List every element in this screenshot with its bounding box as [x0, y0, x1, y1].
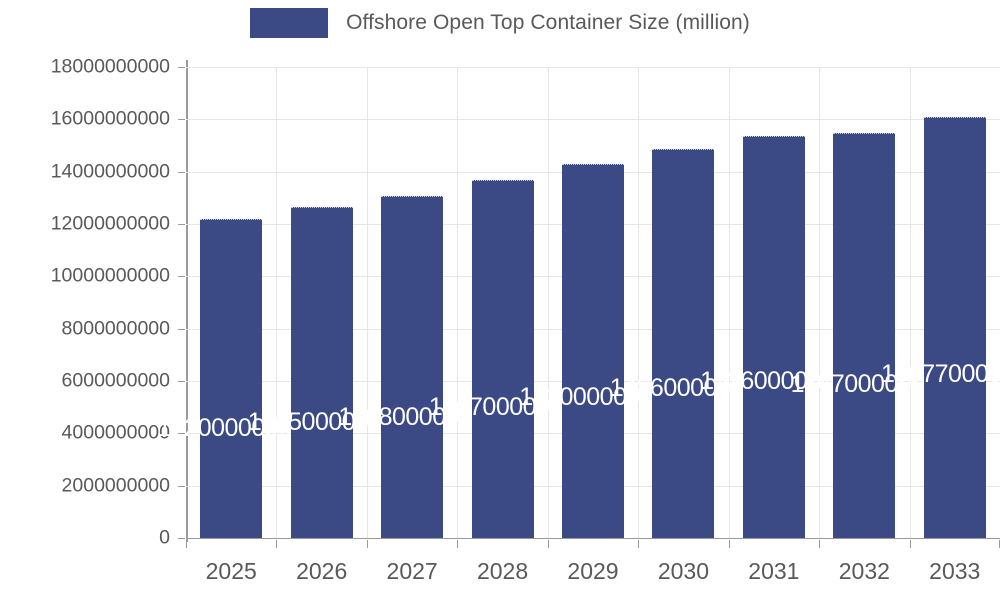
bar[interactable]	[561, 163, 624, 538]
x-tick-label: 2028	[476, 558, 529, 584]
y-tick-label: 16000000000	[50, 107, 170, 130]
y-tick-mark	[178, 381, 185, 382]
gridline-vertical	[909, 67, 911, 538]
bar[interactable]	[652, 149, 715, 538]
x-axis-labels: 2025 2026 2027 2028 2029 2030 2031 2032 2033	[186, 540, 1000, 598]
y-tick-mark	[178, 276, 185, 278]
y-tick-mark	[178, 224, 185, 225]
x-tick-label: 2029	[567, 558, 619, 584]
x-tick-mark	[638, 540, 640, 548]
gridline-vertical	[457, 67, 459, 538]
gridline-vertical	[547, 67, 549, 538]
bar-value-label: 12650000000	[247, 407, 396, 436]
x-tick-label: 2025	[205, 558, 257, 584]
y-tick-mark	[178, 538, 185, 539]
bar[interactable]	[742, 136, 805, 538]
y-axis-labels: 0 2000000000 4000000000 6000000000 800000000…	[0, 0, 185, 600]
bar[interactable]	[381, 195, 444, 538]
bar-value-label: 15470000000	[790, 370, 939, 399]
bar[interactable]	[290, 207, 353, 538]
x-tick-mark	[457, 540, 459, 548]
chart-legend: Offshore Open Top Container Size (millio…	[0, 8, 1000, 38]
bar-value-label: 14860000000	[609, 374, 758, 403]
bar-value-label: 13670000000	[428, 393, 577, 422]
x-tick-mark	[276, 540, 278, 548]
y-tick-label: 2000000000	[61, 474, 170, 497]
bar-slot: 16077000000	[881, 67, 1000, 538]
y-tick-label: 0	[159, 526, 170, 549]
bar-slot: 14860000000	[610, 67, 758, 538]
y-tick-mark	[178, 433, 185, 435]
y-tick-mark	[178, 171, 185, 173]
x-tick-label: 2032	[838, 558, 890, 584]
x-axis-line	[186, 538, 1000, 539]
y-tick-mark	[178, 328, 185, 330]
x-tick-label: 2030	[657, 558, 710, 584]
bar-slot: 13670000000	[429, 67, 577, 538]
bar-slot: 14300000000	[519, 67, 667, 538]
y-tick-label: 14000000000	[50, 160, 170, 183]
bar-value-label: 13080000000	[338, 402, 486, 431]
gridline-vertical	[638, 67, 640, 538]
x-tick-label: 2033	[929, 558, 981, 584]
y-tick-label: 12000000000	[50, 212, 170, 235]
gridline-vertical	[276, 67, 278, 538]
x-tick-label: 2026	[296, 558, 348, 584]
bar-series: 12200000000 12650000000 13080000000 1367000…	[157, 67, 1000, 538]
bar[interactable]	[923, 117, 986, 538]
y-tick-label: 10000000000	[50, 264, 170, 287]
bar-slot: 13080000000	[338, 67, 486, 538]
x-tick-mark	[728, 540, 730, 548]
legend-swatch-icon	[250, 8, 329, 38]
bar-value-label: 15360000000	[700, 367, 848, 396]
bar[interactable]	[471, 180, 534, 538]
bar-value-label: 14300000000	[519, 382, 667, 411]
y-tick-mark	[178, 67, 185, 68]
gridline-vertical	[819, 67, 821, 538]
gridline-horizontal	[186, 119, 1000, 121]
bar-slot: 12200000000	[157, 67, 305, 538]
x-tick-label: 2027	[386, 558, 438, 584]
bar[interactable]	[833, 133, 896, 538]
y-tick-mark	[178, 485, 185, 487]
x-tick-mark	[366, 540, 368, 548]
legend-label: Offshore Open Top Container Size (millio…	[346, 11, 750, 34]
y-tick-label: 18000000000	[50, 55, 170, 78]
gridline-vertical	[728, 67, 730, 538]
x-tick-mark	[547, 540, 549, 548]
plot-area: 12200000000 12650000000 13080000000 1367000…	[157, 67, 1000, 538]
bar-slot: 12650000000	[248, 67, 396, 538]
y-tick-label: 8000000000	[61, 317, 170, 340]
y-tick-mark	[178, 119, 185, 121]
y-axis-line	[186, 60, 188, 542]
gridline-horizontal	[186, 67, 1000, 68]
bar[interactable]	[200, 218, 263, 538]
bar-value-label: 16077000000	[881, 360, 1000, 389]
bar-slot: 15360000000	[700, 67, 848, 538]
x-tick-label: 2031	[748, 558, 800, 584]
bar-value-label: 12200000000	[157, 413, 305, 442]
y-tick-label: 6000000000	[61, 369, 170, 392]
y-tick-label: 4000000000	[61, 421, 170, 444]
x-tick-mark	[186, 540, 187, 548]
bar-slot: 15470000000	[791, 67, 939, 538]
gridline-vertical	[366, 67, 368, 538]
x-tick-mark	[909, 540, 911, 548]
x-tick-mark	[819, 540, 821, 548]
